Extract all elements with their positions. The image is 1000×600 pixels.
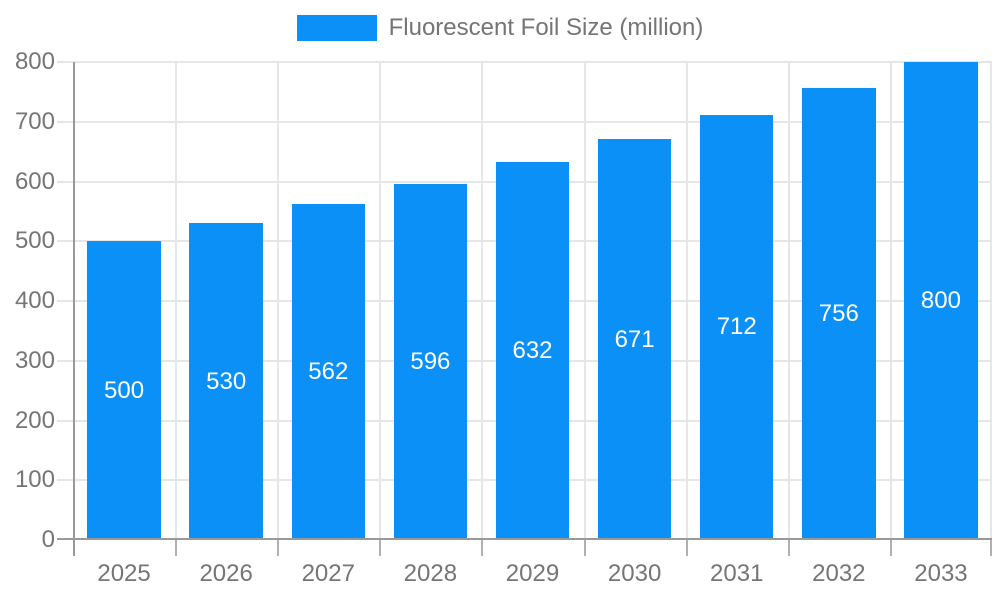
x-axis-tick-label: 2029	[505, 560, 560, 587]
x-axis-tick-label: 2031	[710, 560, 764, 587]
y-tick	[57, 419, 73, 422]
bar-2026[interactable]: 530	[189, 223, 263, 540]
bar-2033[interactable]: 800	[904, 62, 978, 540]
gridline-vertical	[685, 62, 688, 540]
x-tick	[787, 540, 790, 556]
bar-value-label: 712	[716, 313, 757, 341]
legend-swatch-icon	[296, 15, 377, 41]
y-axis-labels: 0 100 200 300 400 500 600 700 800	[0, 48, 55, 553]
gridline-horizontal	[73, 61, 992, 63]
bar-2032[interactable]: 756	[802, 88, 876, 540]
y-axis-tick-label: 800	[14, 48, 55, 75]
y-axis-tick-label: 500	[14, 227, 55, 255]
y-axis-tick-label: 300	[14, 346, 55, 374]
gridline-vertical	[481, 62, 484, 540]
bar-value-label: 632	[512, 337, 553, 365]
gridline-vertical	[583, 62, 586, 540]
x-axis-tick-label: 2026	[199, 560, 253, 587]
plot-area: 500 530 562 596 632 671 712 756 800	[57, 61, 992, 556]
legend-label: Fluorescent Foil Size (million)	[388, 14, 704, 41]
gridline-vertical	[379, 62, 382, 540]
x-tick	[175, 540, 178, 556]
y-tick	[57, 359, 73, 362]
gridline-vertical	[277, 62, 280, 540]
bar-2027[interactable]: 562	[291, 204, 366, 540]
legend: Fluorescent Foil Size (million)	[0, 14, 1000, 42]
x-tick	[990, 540, 992, 556]
bar-value-label: 562	[308, 358, 349, 386]
x-tick	[277, 540, 280, 556]
y-axis-tick-label: 400	[14, 287, 55, 314]
x-axis-tick-label: 2033	[914, 560, 968, 587]
bar-2031[interactable]: 712	[699, 114, 774, 540]
x-tick	[583, 540, 586, 556]
y-tick	[57, 300, 73, 302]
gridline-vertical	[175, 62, 178, 540]
y-axis-line	[73, 62, 75, 556]
gridline-horizontal	[73, 120, 992, 123]
bar-2030[interactable]: 671	[597, 139, 672, 540]
bar-value-label: 671	[614, 325, 655, 353]
y-tick	[57, 120, 73, 123]
x-tick	[481, 540, 484, 556]
x-tick	[889, 540, 892, 556]
y-tick	[57, 61, 73, 63]
y-tick	[57, 240, 73, 243]
gridline-vertical	[889, 62, 892, 540]
bar-2029[interactable]: 632	[495, 162, 570, 540]
y-axis-tick-label: 700	[14, 107, 55, 135]
x-tick	[379, 540, 382, 556]
bar-2025[interactable]: 500	[87, 241, 161, 540]
gridline-vertical	[787, 62, 790, 540]
bar-value-label: 500	[104, 376, 145, 404]
x-axis-tick-label: 2032	[812, 560, 866, 587]
y-axis-tick-label: 0	[41, 526, 55, 553]
x-axis-tick-label: 2028	[403, 560, 458, 587]
bar-value-label: 596	[410, 347, 451, 375]
x-axis-line	[57, 538, 992, 540]
x-axis-tick-label: 2030	[607, 560, 662, 587]
legend-item[interactable]: Fluorescent Foil Size (million)	[296, 14, 704, 42]
y-tick	[57, 479, 73, 482]
bar-value-label: 756	[818, 300, 859, 328]
x-axis-tick-label: 2025	[97, 560, 151, 587]
x-axis-labels: 2025 2026 2027 2028 2029 2030 2031 2032 2033	[73, 540, 992, 596]
bar-2028[interactable]: 596	[393, 183, 468, 540]
bar-value-label: 530	[206, 367, 247, 395]
y-axis-tick-label: 100	[14, 466, 55, 494]
bar-value-label: 800	[920, 287, 961, 314]
gridline-vertical	[990, 62, 992, 540]
y-tick	[57, 180, 73, 183]
x-axis-tick-label: 2027	[301, 560, 355, 587]
y-axis-tick-label: 600	[14, 167, 55, 195]
y-axis-tick-label: 200	[14, 406, 55, 434]
x-tick	[685, 540, 688, 556]
